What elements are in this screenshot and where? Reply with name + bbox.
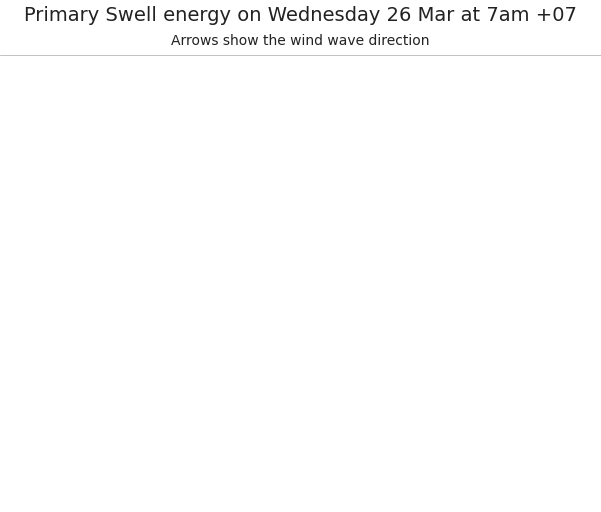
Text: Cartopy required for map rendering: Cartopy required for map rendering bbox=[152, 275, 449, 293]
Text: Arrows show the wind wave direction: Arrows show the wind wave direction bbox=[171, 34, 430, 48]
Text: Primary Swell energy on Wednesday 26 Mar at 7am +07: Primary Swell energy on Wednesday 26 Mar… bbox=[24, 6, 577, 25]
